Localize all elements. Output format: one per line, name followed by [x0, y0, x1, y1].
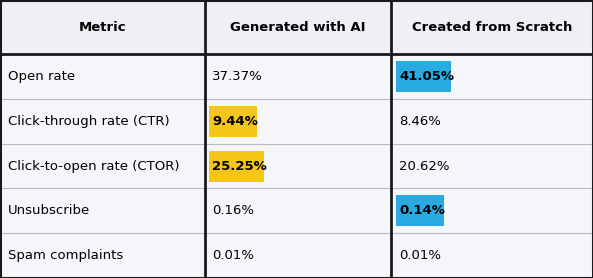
Text: Click-through rate (CTR): Click-through rate (CTR): [8, 115, 170, 128]
Text: Created from Scratch: Created from Scratch: [412, 21, 572, 34]
Bar: [209, 151, 264, 182]
Bar: [0, 144, 593, 188]
Bar: [0, 0, 593, 54]
Bar: [0, 233, 593, 278]
Bar: [0, 188, 593, 233]
Text: 41.05%: 41.05%: [399, 70, 454, 83]
Text: 9.44%: 9.44%: [212, 115, 258, 128]
Text: 8.46%: 8.46%: [399, 115, 441, 128]
Text: 37.37%: 37.37%: [212, 70, 263, 83]
Text: Spam complaints: Spam complaints: [8, 249, 123, 262]
Bar: [0, 54, 593, 99]
Text: Click-to-open rate (CTOR): Click-to-open rate (CTOR): [8, 160, 179, 173]
Text: Generated with AI: Generated with AI: [230, 21, 366, 34]
Text: 0.14%: 0.14%: [399, 204, 445, 217]
Text: Metric: Metric: [78, 21, 126, 34]
Bar: [396, 195, 444, 226]
Text: 25.25%: 25.25%: [212, 160, 267, 173]
Text: 0.16%: 0.16%: [212, 204, 254, 217]
Text: 20.62%: 20.62%: [399, 160, 449, 173]
Bar: [209, 106, 257, 137]
Bar: [396, 61, 451, 92]
Bar: [0, 99, 593, 144]
Text: Open rate: Open rate: [8, 70, 75, 83]
Text: Unsubscribe: Unsubscribe: [8, 204, 90, 217]
Text: 0.01%: 0.01%: [212, 249, 254, 262]
Text: 0.01%: 0.01%: [399, 249, 441, 262]
